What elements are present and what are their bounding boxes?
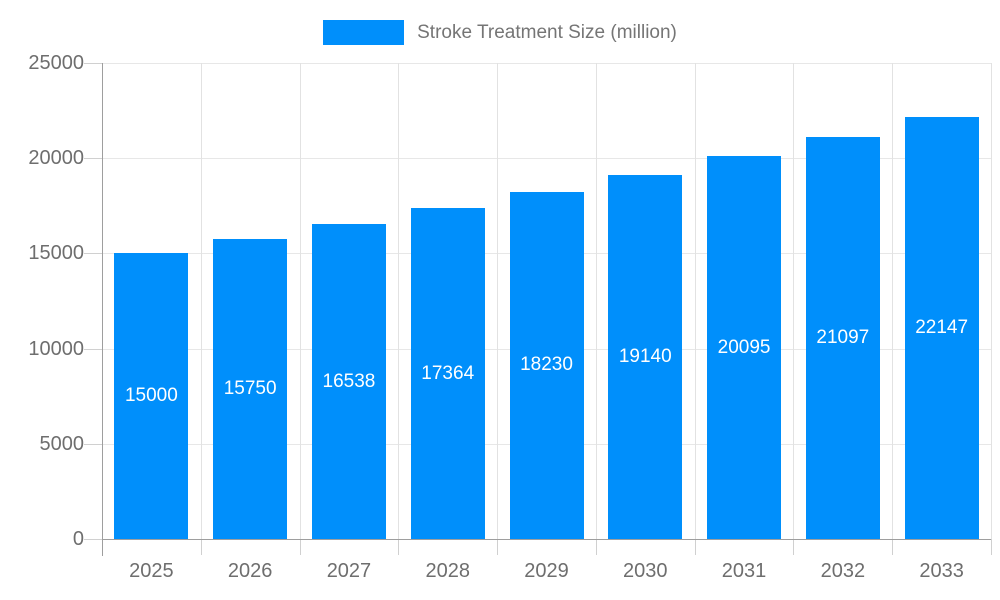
bar-2029[interactable]: 18230	[509, 191, 584, 539]
y-axis-tick-label: 5000	[39, 432, 85, 455]
bar-value-label: 19140	[618, 345, 672, 367]
x-axis-tick	[497, 539, 499, 555]
legend-swatch-icon	[323, 20, 405, 45]
bar-value-label: 18230	[520, 354, 573, 376]
bar-2033[interactable]: 22147	[904, 117, 979, 539]
bar-2025[interactable]: 15000	[114, 253, 189, 539]
gridline-x	[497, 63, 499, 539]
bar-2032[interactable]: 21097	[805, 137, 880, 539]
y-axis-tick	[84, 158, 102, 160]
y-axis-tick-label: 15000	[28, 242, 84, 265]
y-axis-tick-label: 10000	[28, 337, 84, 360]
gridline-x	[694, 63, 696, 539]
bar-value-label: 15750	[223, 378, 277, 400]
y-axis-line	[102, 63, 103, 556]
y-axis-tick	[84, 348, 102, 350]
gridline-x	[200, 63, 202, 539]
x-axis-tick	[991, 539, 992, 555]
x-axis-tick	[892, 539, 894, 555]
x-axis-category-label: 2032	[820, 560, 866, 582]
x-axis-category-label: 2025	[129, 560, 174, 582]
y-axis-tick	[84, 443, 102, 445]
bar-2026[interactable]: 15750	[213, 239, 288, 539]
y-axis-tick	[84, 253, 102, 255]
x-axis-category-label: 2030	[623, 560, 668, 582]
bar-value-label: 22147	[915, 317, 969, 339]
bar-value-label: 21097	[816, 327, 870, 349]
x-axis-tick	[595, 539, 597, 555]
legend-label: Stroke Treatment Size (million)	[417, 21, 677, 43]
x-axis-tick	[793, 539, 795, 555]
y-axis-tick-label: 20000	[28, 147, 84, 170]
bar-value-label: 15000	[124, 385, 178, 407]
gridline-x	[892, 63, 894, 539]
bar-value-label: 17364	[421, 362, 475, 384]
gridline-x	[299, 63, 301, 539]
bar-value-label: 16538	[322, 370, 376, 392]
x-axis-category-label: 2028	[425, 560, 470, 582]
legend[interactable]: Stroke Treatment Size (million)	[0, 20, 1000, 45]
x-axis-tick	[694, 539, 696, 555]
y-axis-tick-label: 0	[72, 528, 84, 550]
x-axis-category-label: 2026	[227, 560, 273, 582]
bar-2031[interactable]: 20095	[707, 156, 782, 539]
x-axis-line	[102, 539, 991, 540]
y-axis-tick	[84, 539, 102, 540]
bar-2027[interactable]: 16538	[311, 224, 386, 539]
x-axis-category-label: 2033	[919, 560, 964, 582]
gridline-x	[793, 63, 795, 539]
gridline-y	[102, 158, 991, 160]
x-axis-tick	[200, 539, 202, 555]
x-axis-category-label: 2029	[524, 560, 569, 582]
bar-2030[interactable]: 19140	[608, 174, 683, 539]
bar-2028[interactable]: 17364	[410, 208, 485, 539]
y-axis-tick	[84, 63, 102, 64]
bar-value-label: 20095	[717, 336, 771, 358]
x-axis-category-label: 2027	[326, 560, 372, 582]
gridline-y	[102, 63, 991, 64]
x-axis-category-label: 2031	[721, 560, 767, 582]
y-axis-tick-label: 25000	[28, 52, 84, 74]
gridline-x	[595, 63, 597, 539]
x-axis-tick	[398, 539, 400, 555]
gridline-x	[991, 63, 992, 539]
gridline-x	[398, 63, 400, 539]
x-axis-tick	[299, 539, 301, 555]
